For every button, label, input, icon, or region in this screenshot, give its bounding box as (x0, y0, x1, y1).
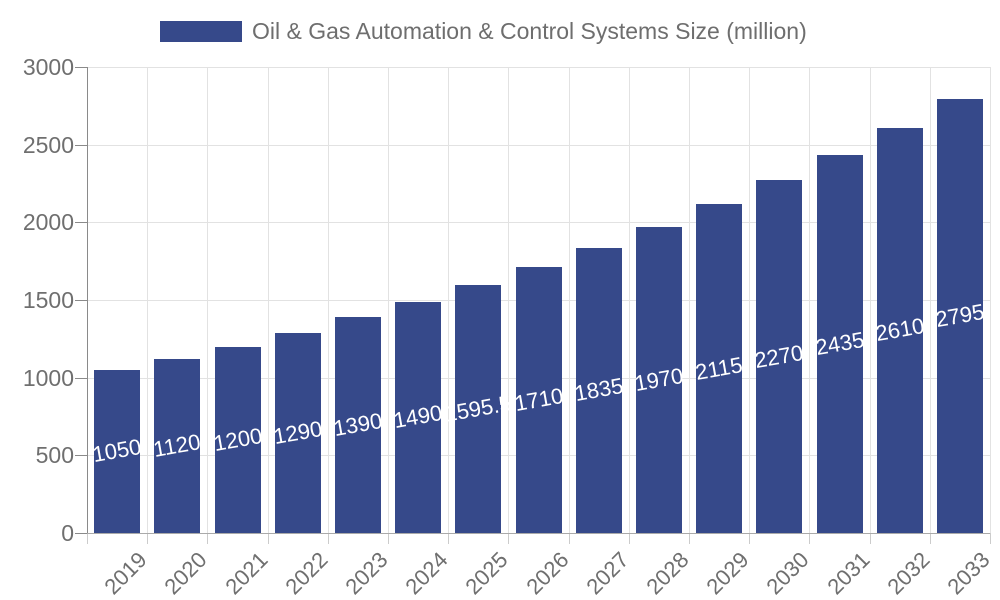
bar[interactable] (334, 317, 381, 533)
x-axis-category-label: 2026 (520, 547, 574, 600)
y-axis-tick-label: 2500 (22, 131, 74, 158)
bar[interactable] (214, 346, 261, 533)
bar[interactable] (455, 285, 502, 533)
y-axis-tick-label: 1000 (22, 364, 74, 391)
x-axis-category-label: 2028 (641, 547, 694, 600)
y-axis-line (87, 67, 88, 543)
bar[interactable] (816, 154, 863, 533)
bar[interactable] (94, 369, 141, 533)
x-axis-tick (327, 533, 329, 544)
x-axis-category-label: 2021 (219, 547, 273, 600)
bar[interactable] (274, 332, 321, 533)
x-axis-tick (628, 533, 630, 544)
x-axis-category-label: 2031 (821, 547, 875, 600)
x-axis-category-label: 2027 (581, 547, 634, 600)
x-axis-tick (990, 533, 991, 544)
x-gridline (929, 67, 931, 533)
x-axis-category-label: 2024 (400, 547, 453, 600)
x-gridline (809, 67, 811, 533)
y-axis-tick-label: 500 (35, 442, 74, 469)
x-axis-category-label: 2019 (99, 547, 152, 600)
x-axis-tick (147, 533, 149, 544)
x-gridline (388, 67, 389, 533)
x-gridline (749, 67, 751, 533)
bar[interactable] (515, 267, 562, 533)
x-axis-category-label: 2033 (942, 547, 995, 600)
bar[interactable] (635, 226, 682, 533)
y-gridline (87, 67, 990, 68)
bar[interactable] (876, 127, 923, 533)
x-gridline (508, 67, 510, 533)
x-axis-category-label: 2030 (761, 547, 814, 600)
x-axis-tick (929, 533, 931, 544)
x-axis-line (87, 533, 990, 534)
y-gridline (87, 222, 990, 224)
y-axis-tick-label: 1500 (22, 287, 74, 313)
bar-value-label: 1595.5 (442, 390, 514, 427)
legend-swatch[interactable] (160, 20, 242, 42)
y-axis-tick (75, 67, 87, 68)
y-axis-tick (75, 300, 87, 301)
x-gridline (267, 67, 269, 533)
x-axis-category-label: 2025 (460, 547, 513, 600)
y-axis-tick-label: 0 (61, 520, 74, 546)
x-axis-tick (568, 533, 570, 544)
y-axis-tick-label: 2000 (22, 209, 74, 236)
x-gridline (869, 67, 871, 533)
x-gridline (689, 67, 690, 533)
x-axis-tick (689, 533, 690, 544)
bar[interactable] (756, 180, 803, 533)
x-axis-category-label: 2020 (159, 547, 212, 600)
y-axis-tick-label: 3000 (22, 54, 74, 80)
x-axis-tick (87, 533, 88, 544)
x-gridline (990, 67, 991, 533)
bar[interactable] (154, 359, 201, 533)
x-axis-tick (267, 533, 269, 544)
y-axis-tick (75, 455, 87, 457)
y-axis-tick (75, 144, 87, 146)
x-gridline (568, 67, 570, 533)
x-axis-tick (388, 533, 389, 544)
x-axis-category-label: 2032 (882, 547, 935, 600)
x-axis-tick (749, 533, 751, 544)
x-gridline (147, 67, 149, 533)
y-axis-tick (75, 533, 87, 534)
x-axis-tick (508, 533, 510, 544)
x-gridline (628, 67, 630, 533)
x-axis-category-label: 2022 (280, 547, 333, 600)
x-axis-tick (207, 533, 209, 544)
x-axis-tick (448, 533, 450, 544)
x-gridline (448, 67, 450, 533)
x-axis-category-label: 2023 (340, 547, 393, 600)
x-gridline (207, 67, 209, 533)
bar[interactable] (936, 98, 983, 533)
bar[interactable] (575, 247, 622, 533)
x-axis-tick (809, 533, 811, 544)
y-axis-tick (75, 377, 87, 379)
x-gridline (327, 67, 329, 533)
legend-item[interactable]: Oil & Gas Automation & Control Systems S… (160, 16, 807, 46)
y-axis-tick (75, 222, 87, 224)
x-axis-tick (869, 533, 871, 544)
bar[interactable] (395, 301, 442, 533)
y-gridline (87, 144, 990, 146)
legend-label: Oil & Gas Automation & Control Systems S… (252, 17, 807, 44)
bar[interactable] (696, 204, 743, 533)
x-axis-category-label: 2029 (701, 547, 754, 600)
